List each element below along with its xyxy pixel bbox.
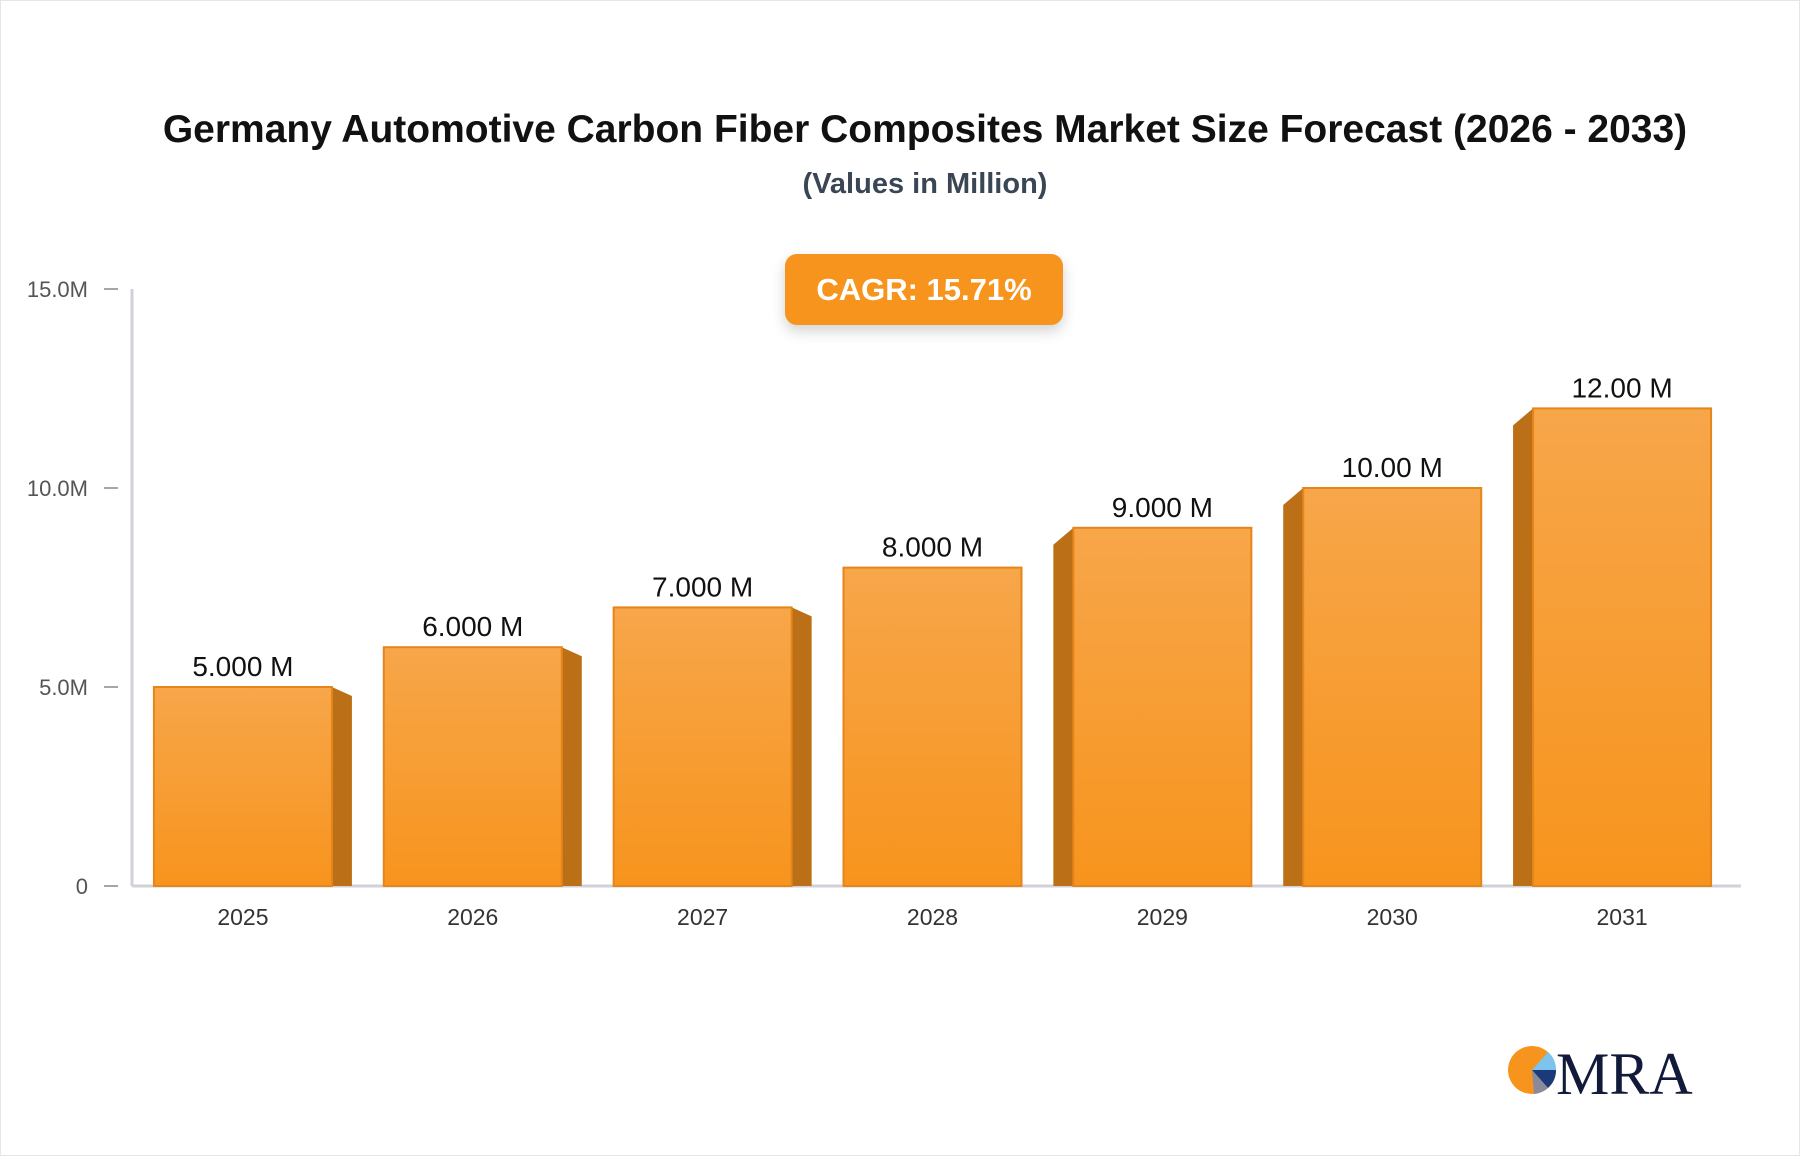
cagr-badge: CAGR: 15.71% [785,254,1063,325]
y-tick-label: 0 [76,874,88,899]
x-tick-label: 2027 [677,904,728,930]
y-tick-label: 15.0M [27,277,88,302]
bar-side [561,647,582,886]
data-label: 5.000 M [192,651,293,682]
chart-title: Germany Automotive Carbon Fiber Composit… [162,108,1688,151]
mra-logo: MRA [1506,1040,1696,1100]
data-label: 8.000 M [882,532,983,563]
chart-subtitle: (Values in Million) [802,168,1048,200]
y-tick-label: 5.0M [39,675,88,700]
bar-side [791,607,812,886]
x-tick-label: 2031 [1596,904,1647,930]
data-label: 10.00 M [1342,452,1443,483]
bar-side [1283,488,1304,886]
bar-2027 [612,606,793,888]
x-tick-label: 2030 [1367,904,1418,930]
x-tick-label: 2029 [1137,904,1188,930]
x-tick-label: 2026 [447,904,498,930]
bar-2026 [382,646,563,888]
bar-2029 [1072,526,1253,887]
bar-side [331,687,352,886]
y-tick-label: 10.0M [27,476,88,501]
bar-side [1513,408,1534,886]
data-label: 7.000 M [652,571,753,602]
bar-2031 [1532,407,1713,887]
bar-2030 [1302,487,1483,887]
data-label: 9.000 M [1112,492,1213,523]
bar-side [1053,527,1074,886]
data-label: 12.00 M [1571,372,1672,403]
bar-2025 [152,686,333,887]
x-tick-label: 2028 [907,904,958,930]
bar-2028 [842,566,1023,887]
x-tick-label: 2025 [217,904,268,930]
svg-text:MRA: MRA [1556,1041,1693,1100]
data-label: 6.000 M [422,611,523,642]
